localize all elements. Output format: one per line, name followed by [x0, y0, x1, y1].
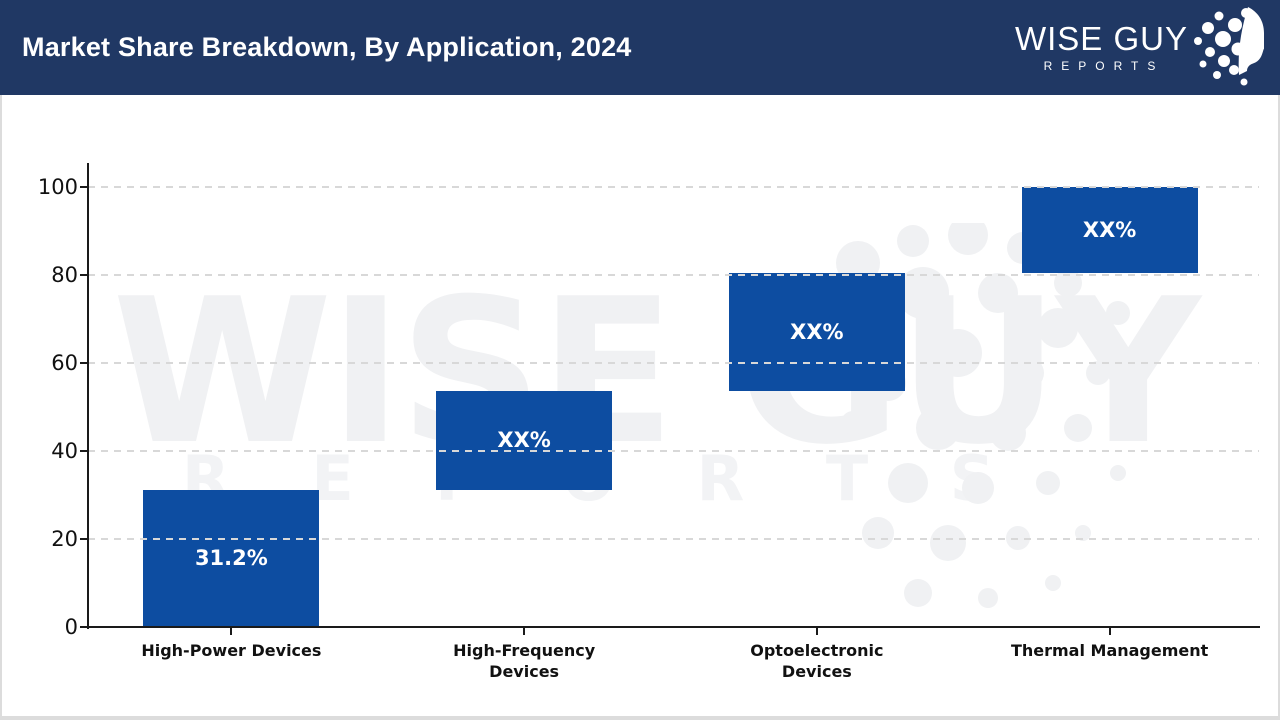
page-edge-right: [1278, 95, 1280, 720]
y-tick-mark: [80, 186, 87, 188]
gridline: [88, 186, 1259, 188]
brand-head-icon: [1194, 6, 1264, 85]
x-axis-label-high-frequency-devices: High-Frequency Devices: [378, 640, 671, 682]
x-axis-line: [87, 626, 1260, 628]
y-tick-label: 20: [51, 527, 78, 551]
brand-name: WISE GUY: [1014, 20, 1188, 57]
y-tick-label: 80: [51, 263, 78, 287]
bar-high-power-devices: 31.2%: [143, 489, 320, 627]
brand-text: WISE GUY REPORTS: [1014, 20, 1188, 74]
y-tick-mark: [80, 538, 87, 540]
y-tick-mark: [80, 450, 87, 452]
page-edge-bottom: [0, 716, 1280, 720]
x-axis-label-line: High-Frequency: [453, 641, 596, 660]
bar-optoelectronic-devices: XX%: [728, 273, 905, 392]
bar-value-label: 31.2%: [194, 546, 268, 571]
bar-thermal-management: XX%: [1021, 187, 1198, 274]
x-axis-label-line: Devices: [489, 662, 560, 681]
bar-high-frequency-devices: XX%: [436, 391, 613, 490]
gridline: [88, 362, 1259, 364]
y-axis-line: [87, 163, 89, 629]
bar-value-label: XX%: [497, 428, 551, 453]
x-tick-mark: [230, 628, 233, 635]
brand-subtitle: REPORTS: [1043, 59, 1165, 73]
x-axis-label-line: Thermal Management: [1010, 641, 1209, 660]
x-tick-mark: [523, 628, 526, 635]
y-tick-label: 0: [64, 615, 78, 639]
bar-value-label: XX%: [1082, 218, 1137, 243]
page-title: Market Share Breakdown, By Application, …: [22, 32, 632, 62]
y-tick-mark: [80, 626, 87, 628]
x-axis-label-line: Devices: [781, 662, 852, 681]
x-axis-label-optoelectronic-devices: Optoelectronic Devices: [671, 640, 964, 682]
gridline: [88, 450, 1259, 452]
brand-logo: WISE GUY REPORTS: [1014, 6, 1264, 89]
x-axis-label-thermal-management: Thermal Management: [963, 640, 1256, 661]
x-axis-label-line: High-Power Devices: [141, 641, 322, 660]
y-tick-label: 40: [51, 439, 78, 463]
bar-value-label: XX%: [790, 320, 844, 345]
header-bar: Market Share Breakdown, By Application, …: [0, 0, 1280, 95]
x-tick-mark: [815, 628, 818, 635]
chart-area: WISE GUY R E P O R T S 02040608010031.2%…: [0, 95, 1280, 720]
y-tick-mark: [80, 362, 87, 364]
gridline: [88, 274, 1259, 276]
x-axis-label-high-power-devices: High-Power Devices: [85, 640, 378, 661]
x-tick-mark: [1108, 628, 1111, 635]
y-tick-label: 60: [51, 351, 78, 375]
x-axis-label-line: Optoelectronic: [750, 641, 884, 660]
y-tick-label: 100: [37, 175, 78, 199]
y-tick-mark: [80, 274, 87, 276]
page-edge-left: [0, 95, 2, 720]
gridline: [88, 538, 1259, 540]
